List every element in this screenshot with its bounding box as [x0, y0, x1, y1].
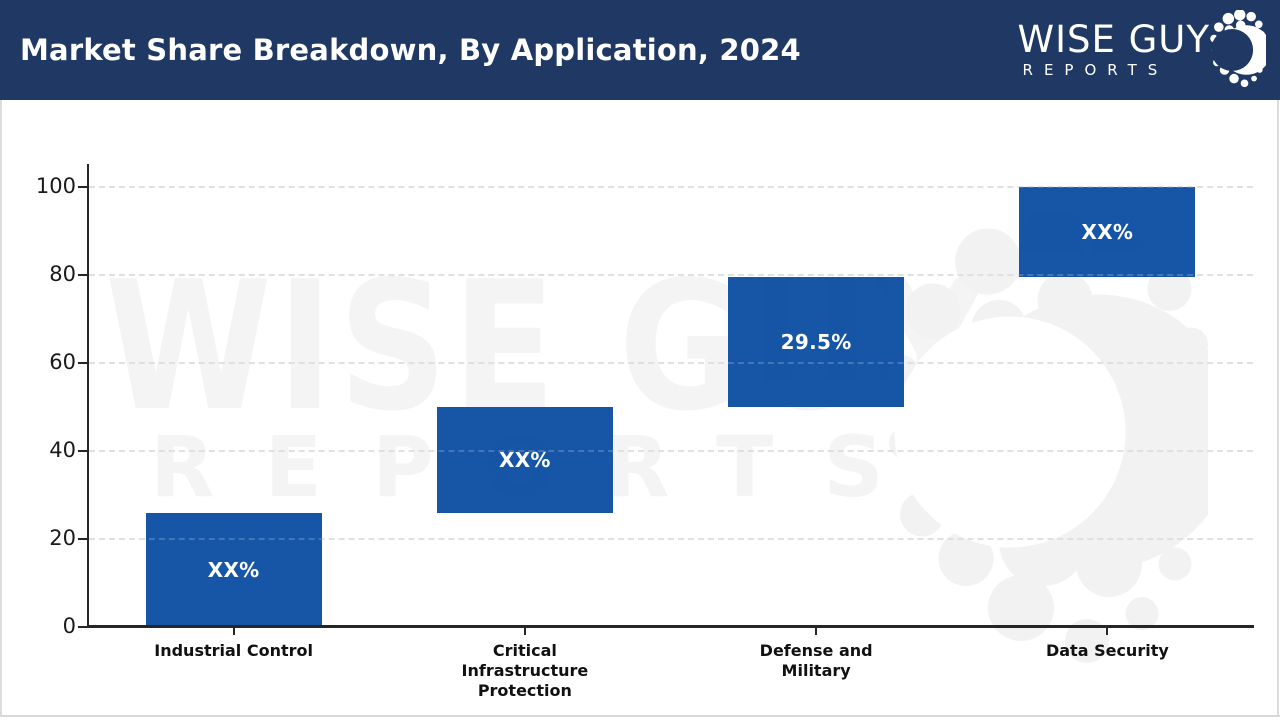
bar: 29.5% [728, 277, 905, 407]
gridline-overlay [89, 186, 1253, 188]
y-tick-label: 60 [49, 350, 76, 374]
bar: XX% [1019, 187, 1196, 278]
x-category-label: Defense and Military [759, 641, 873, 680]
y-tick-mark [78, 450, 87, 452]
watermark-head-dots [878, 212, 1208, 663]
brand-subtitle: REPORTS [1022, 61, 1169, 79]
gridline-overlay [89, 362, 1253, 364]
y-tick-label: 20 [49, 526, 76, 550]
brand-name: WISE GUY [1017, 18, 1210, 61]
gridline [89, 538, 1253, 540]
card-border-bottom [0, 715, 1280, 717]
y-axis-line [87, 164, 89, 628]
brand-text: WISE GUY REPORTS [1018, 21, 1210, 79]
x-tick-mark [232, 628, 235, 635]
gridline-overlay [89, 538, 1253, 540]
y-tick-mark [78, 186, 87, 188]
gridline [89, 362, 1253, 364]
bar: XX% [436, 407, 613, 513]
gridline [89, 186, 1253, 188]
page-title: Market Share Breakdown, By Application, … [20, 33, 801, 67]
brand-logo: WISE GUY REPORTS [1018, 0, 1266, 100]
gridline [89, 450, 1253, 452]
chart-canvas: WISE GUY REPORTS XX%XX%29.5%XX% 02040608… [0, 100, 1280, 720]
x-tick-mark [1106, 628, 1109, 635]
y-tick-label: 100 [35, 174, 76, 198]
bar: XX% [145, 512, 322, 627]
y-tick-mark [78, 362, 87, 364]
x-category-label: Data Security [1045, 641, 1169, 660]
y-tick-mark [78, 538, 87, 540]
y-tick-label: 0 [62, 614, 76, 638]
gridline [89, 274, 1253, 276]
bar-value-label: 29.5% [780, 330, 852, 355]
gridline-overlay [89, 450, 1253, 452]
x-category-label: Critical Infrastructure Protection [461, 641, 589, 700]
bar-value-label: XX% [1081, 220, 1134, 245]
gridline-overlay [89, 274, 1253, 276]
y-tick-label: 80 [49, 262, 76, 286]
x-category-label: Industrial Control [154, 641, 313, 660]
x-axis-line [87, 625, 1254, 628]
brand-face-icon [1210, 10, 1266, 88]
bar-value-label: XX% [207, 557, 260, 582]
y-tick-mark [78, 274, 87, 276]
x-tick-mark [523, 628, 526, 635]
y-tick-mark [78, 626, 87, 628]
card-border-right [1277, 100, 1279, 717]
header: Market Share Breakdown, By Application, … [0, 0, 1280, 100]
card-border-left [0, 100, 2, 717]
x-tick-mark [815, 628, 818, 635]
bar-value-label: XX% [498, 447, 551, 472]
y-tick-label: 40 [49, 438, 76, 462]
